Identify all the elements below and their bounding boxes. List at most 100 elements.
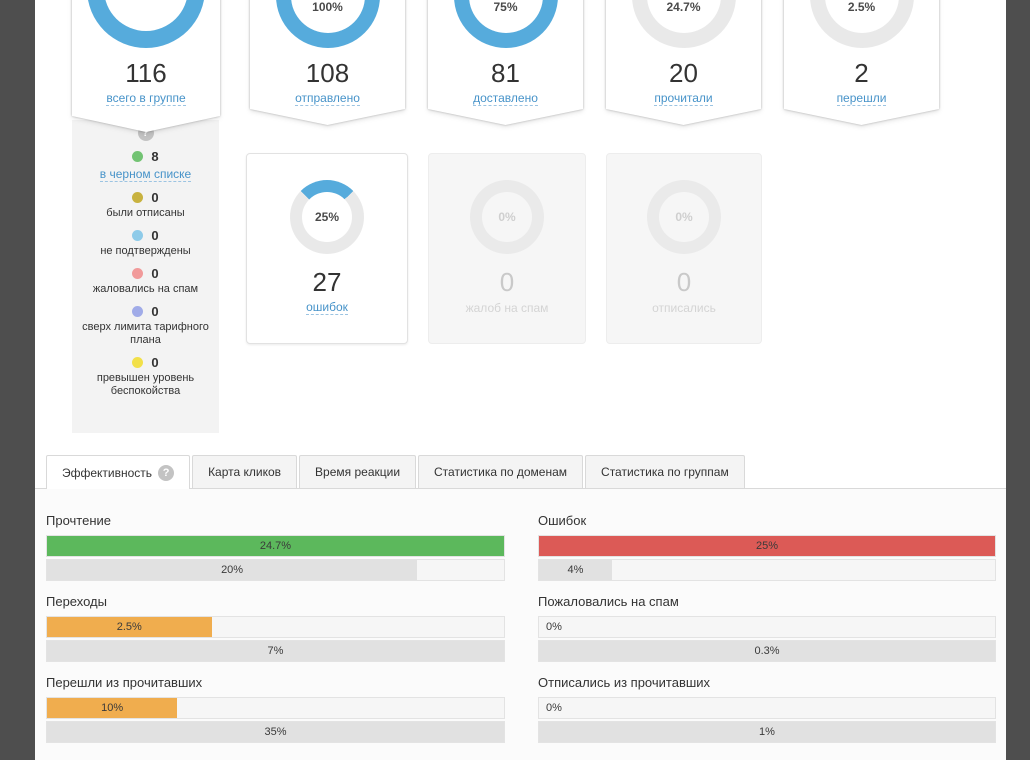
sent-count: 108 xyxy=(305,58,350,88)
bar-value-label: 4% xyxy=(567,564,584,576)
card-spam-complaints: 0% 0 жалоб на спам xyxy=(428,153,586,344)
tab-reaction-time[interactable]: Время реакции xyxy=(299,455,417,488)
legend-value: 0 xyxy=(151,304,159,319)
read-link[interactable]: прочитали xyxy=(654,91,713,105)
main-content: 116 всего в группе 100% 108 отправлено 7… xyxy=(35,0,1006,760)
legend-label: не подтверждены xyxy=(100,245,191,257)
delivered-link[interactable]: доставлено xyxy=(473,91,538,105)
bar-title: Перешли из прочитавших xyxy=(46,675,203,690)
errors-link[interactable]: ошибок xyxy=(306,300,348,315)
bar-fill xyxy=(47,722,504,742)
bar-fill xyxy=(539,560,612,580)
tab-click-map[interactable]: Карта кликов xyxy=(192,455,298,488)
donut-hole xyxy=(302,192,352,242)
spam-label: жалоб на спам xyxy=(465,301,549,315)
card-errors: 25% 27 ошибок xyxy=(246,153,408,344)
legend-label: сверх лимита тарифного плана xyxy=(82,321,209,346)
donut-zone xyxy=(784,0,939,48)
bar-value-label: 0% xyxy=(546,621,562,633)
over-limit-dot-icon xyxy=(132,306,144,317)
bar-value-label: 25% xyxy=(755,540,779,552)
donut-zone xyxy=(428,0,583,48)
help-icon[interactable]: ? xyxy=(158,464,175,481)
group-breakdown-panel: ? 8 в черном списке 0 были отписаны 0 не… xyxy=(72,120,219,433)
legend-item-blacklist: 8 в черном списке xyxy=(72,149,219,182)
bar-fill xyxy=(47,560,418,580)
left-dark-strip xyxy=(0,0,35,760)
unsubscribed-dot-icon xyxy=(132,192,144,203)
clicked-link[interactable]: перешли xyxy=(836,91,887,105)
bar-value-label: 1% xyxy=(759,726,775,738)
donut-hole xyxy=(482,192,532,242)
bar-row-read-rate: Прочтение 24.7% 20% xyxy=(46,513,505,581)
bar-fill xyxy=(539,641,995,661)
click-to-open-bar: 10% xyxy=(46,697,505,719)
bar-fill xyxy=(539,536,995,556)
tab-domain-stats[interactable]: Статистика по доменам xyxy=(418,455,584,488)
legend-value: 0 xyxy=(151,266,159,281)
unconfirmed-dot-icon xyxy=(132,230,144,241)
total-count: 116 xyxy=(125,58,167,88)
blacklist-dot-icon xyxy=(132,151,144,162)
delivered-count: 81 xyxy=(491,58,520,88)
legend-item-unconfirmed: 0 не подтверждены xyxy=(72,228,219,258)
bar-title: Пожаловались на спам xyxy=(538,594,679,609)
unsubscribed-count: 0 xyxy=(676,267,692,297)
total-in-group-link[interactable]: всего в группе xyxy=(106,91,186,105)
bars-left-column: Прочтение 24.7% 20% Переходы 2.5% xyxy=(46,513,505,756)
donut-hole xyxy=(659,192,709,242)
click-rate-bar: 2.5% xyxy=(46,616,505,638)
annoyance-dot-icon xyxy=(132,357,144,368)
stats-tabs: Эффективность ? Карта кликов Время реакц… xyxy=(46,455,747,489)
sent-link[interactable]: отправлено xyxy=(295,91,360,105)
donut-zone xyxy=(606,0,761,48)
legend-item-annoyance: 0 превышен уровень беспокойства xyxy=(72,355,219,398)
spam-percent: 0% xyxy=(498,210,516,224)
bar-value-label: 35% xyxy=(264,726,287,738)
legend-value: 0 xyxy=(151,190,159,205)
effectiveness-panel: Прочтение 24.7% 20% Переходы 2.5% xyxy=(35,488,1006,760)
click-to-open-average-bar: 35% xyxy=(46,721,505,743)
delivered-percent: 75% xyxy=(493,0,518,14)
read-rate-average-bar: 20% xyxy=(46,559,505,581)
legend-value: 8 xyxy=(151,149,159,164)
donut-hole xyxy=(104,0,188,31)
bar-row-errors: Ошибок 25% 4% xyxy=(538,513,996,581)
bar-fill xyxy=(539,722,995,742)
bar-value-label: 2.5% xyxy=(116,621,142,633)
unsubscribed-percent: 0% xyxy=(675,210,693,224)
spam-rate-bar: 0% xyxy=(538,616,996,638)
total-donut-chart xyxy=(87,0,205,48)
bar-title: Отписались из прочитавших xyxy=(538,675,711,690)
card-sent: 100% 108 отправлено xyxy=(250,0,405,125)
errors-percent: 25% xyxy=(314,210,340,224)
bar-value-label: 0.3% xyxy=(754,645,780,657)
click-rate-average-bar: 7% xyxy=(46,640,505,662)
bar-row-spam-rate: Пожаловались на спам 0% 0.3% xyxy=(538,594,996,662)
card-total-in-group: 116 всего в группе xyxy=(72,0,220,132)
card-delivered: 75% 81 доставлено xyxy=(428,0,583,125)
bar-value-label: 0% xyxy=(546,702,562,714)
unsubscribed-label: отписались xyxy=(652,301,716,315)
legend-value: 0 xyxy=(151,355,159,370)
tab-label: Статистика по доменам xyxy=(434,465,568,479)
bar-value-label: 10% xyxy=(101,702,124,714)
bar-fill xyxy=(47,698,178,718)
legend-item-spam-complaints: 0 жаловались на спам xyxy=(72,266,219,296)
blacklist-link[interactable]: в черном списке xyxy=(99,167,192,182)
legend-item-unsubscribed: 0 были отписаны xyxy=(72,190,219,220)
tab-effectiveness[interactable]: Эффективность ? xyxy=(46,455,191,489)
card-read: 24.7% 20 прочитали xyxy=(606,0,761,125)
legend-label: жаловались на спам xyxy=(92,283,199,295)
tab-label: Эффективность xyxy=(62,465,153,480)
bar-value-label: 24.7% xyxy=(259,540,292,552)
errors-donut-chart: 25% xyxy=(290,180,364,254)
tab-group-stats[interactable]: Статистика по группам xyxy=(585,455,745,488)
unsub-rate-bar: 0% xyxy=(538,697,996,719)
bar-value-label: 20% xyxy=(221,564,244,576)
card-clicked: 2.5% 2 перешли xyxy=(784,0,939,125)
bars-right-column: Ошибок 25% 4% Пожаловались на спам 0% xyxy=(538,513,996,756)
errors-average-bar: 4% xyxy=(538,559,996,581)
tab-label: Карта кликов xyxy=(208,465,282,479)
legend-label: были отписаны xyxy=(106,207,185,219)
